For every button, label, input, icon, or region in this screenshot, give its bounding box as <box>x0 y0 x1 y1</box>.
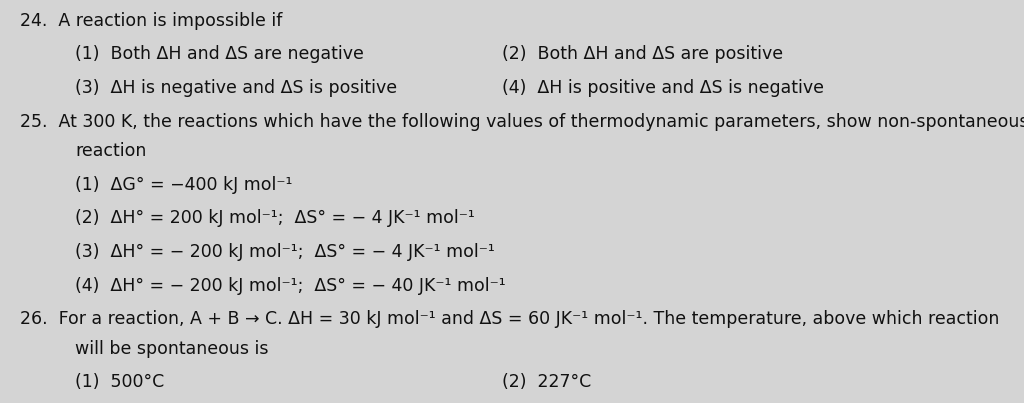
Text: reaction: reaction <box>76 142 146 160</box>
Text: (1)  500°C: (1) 500°C <box>76 373 165 391</box>
Text: (1)  Both ΔH and ΔS are negative: (1) Both ΔH and ΔS are negative <box>76 46 365 64</box>
Text: (2)  ΔH° = 200 kJ mol⁻¹;  ΔS° = − 4 JK⁻¹ mol⁻¹: (2) ΔH° = 200 kJ mol⁻¹; ΔS° = − 4 JK⁻¹ m… <box>76 210 475 227</box>
Text: (4)  ΔH° = − 200 kJ mol⁻¹;  ΔS° = − 40 JK⁻¹ mol⁻¹: (4) ΔH° = − 200 kJ mol⁻¹; ΔS° = − 40 JK⁻… <box>76 276 506 295</box>
Text: (3)  ΔH is negative and ΔS is positive: (3) ΔH is negative and ΔS is positive <box>76 79 397 97</box>
Text: 24.  A reaction is impossible if: 24. A reaction is impossible if <box>20 12 283 30</box>
Text: (1)  ΔG° = −400 kJ mol⁻¹: (1) ΔG° = −400 kJ mol⁻¹ <box>76 176 293 194</box>
Text: (2)  227°C: (2) 227°C <box>502 373 591 391</box>
Text: will be spontaneous is: will be spontaneous is <box>76 340 269 358</box>
Text: 26.  For a reaction, A + B → C. ΔH = 30 kJ mol⁻¹ and ΔS = 60 JK⁻¹ mol⁻¹. The tem: 26. For a reaction, A + B → C. ΔH = 30 k… <box>20 310 999 328</box>
Text: 25.  At 300 K, the reactions which have the following values of thermodynamic pa: 25. At 300 K, the reactions which have t… <box>20 113 1024 131</box>
Text: (2)  Both ΔH and ΔS are positive: (2) Both ΔH and ΔS are positive <box>502 46 783 64</box>
Text: (4)  ΔH is positive and ΔS is negative: (4) ΔH is positive and ΔS is negative <box>502 79 824 97</box>
Text: (3)  ΔH° = − 200 kJ mol⁻¹;  ΔS° = − 4 JK⁻¹ mol⁻¹: (3) ΔH° = − 200 kJ mol⁻¹; ΔS° = − 4 JK⁻¹… <box>76 243 496 261</box>
